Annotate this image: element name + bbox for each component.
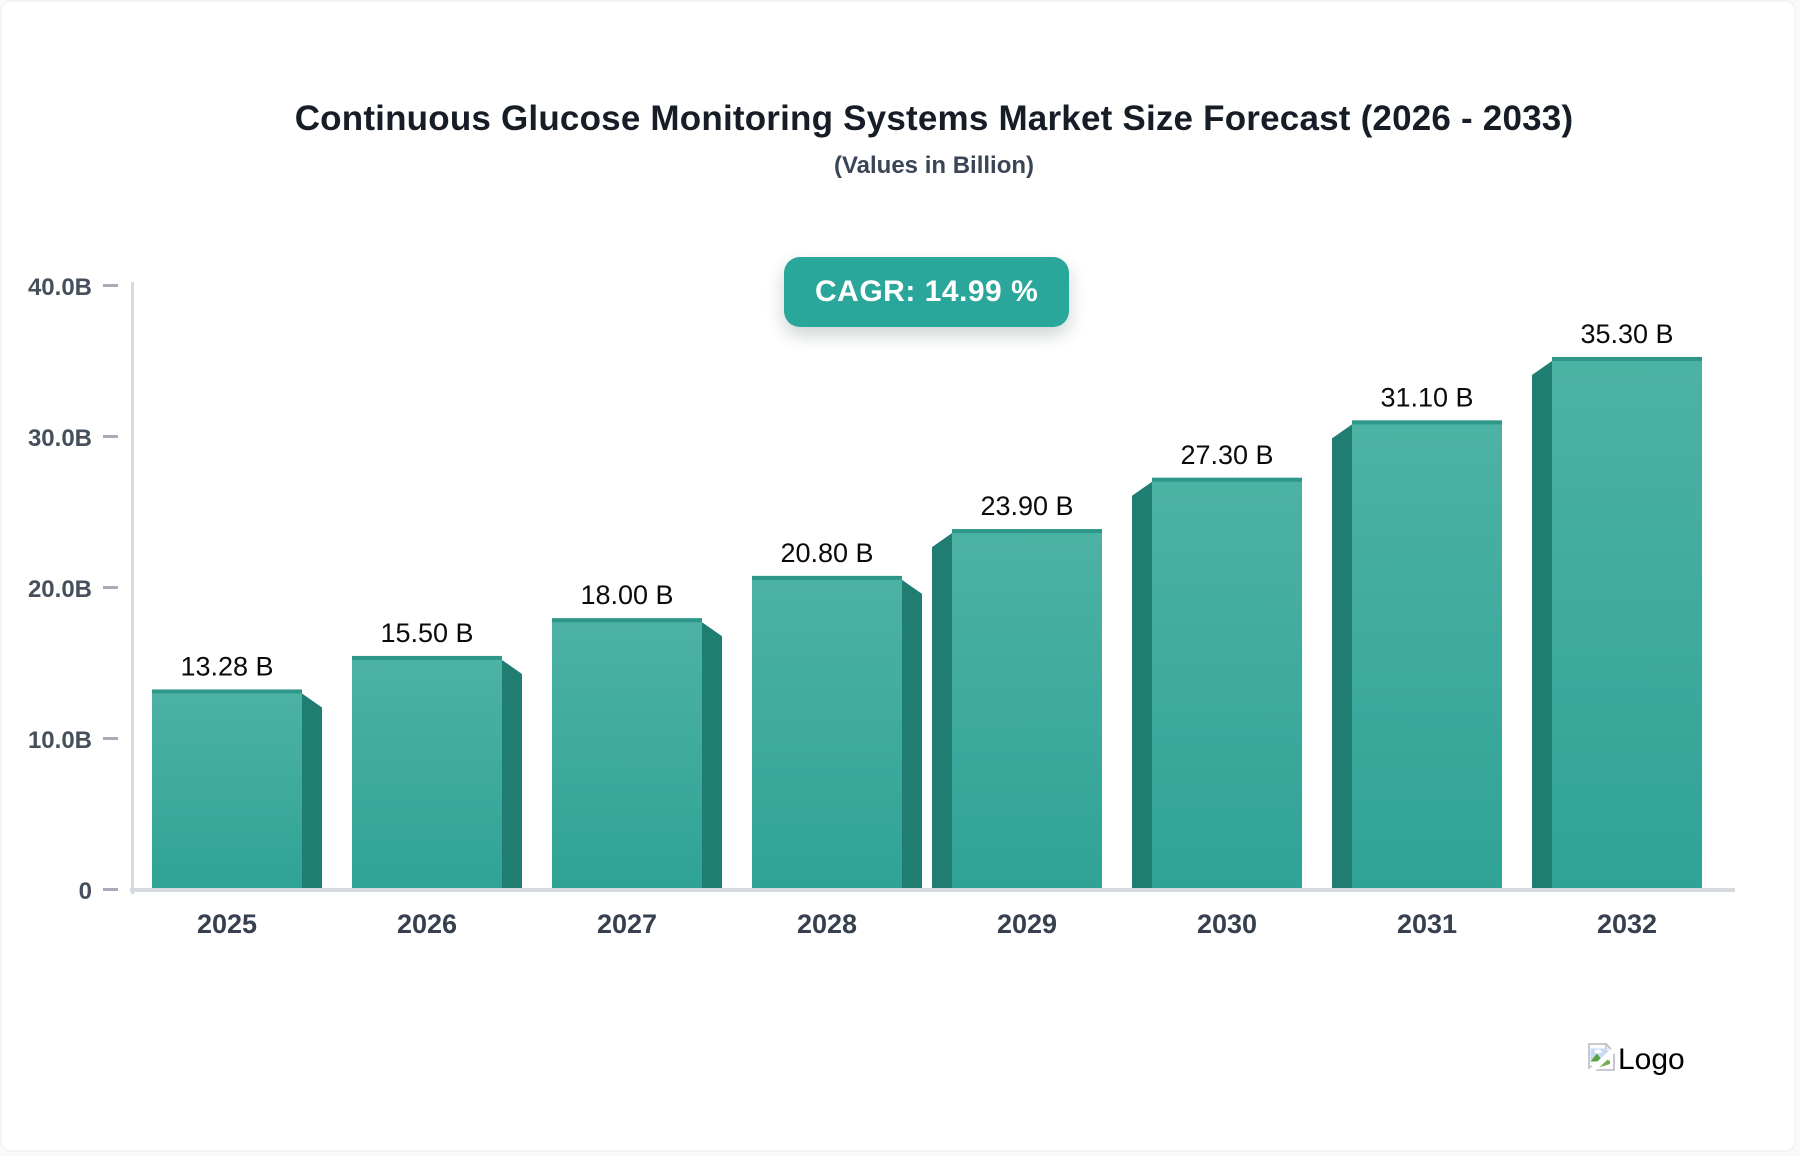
bar-top-edge: [1552, 356, 1702, 361]
x-axis-label: 2032: [1597, 909, 1657, 939]
chart-subtitle: (Values in Billion): [833, 152, 1035, 179]
chart-header: Continuous Glucose Monitoring Systems Ma…: [133, 2, 1735, 181]
x-axis-label: 2026: [397, 909, 457, 939]
bar-side-face: [302, 693, 322, 888]
bar-top-edge: [1352, 420, 1502, 425]
bar-value-label: 27.30 B: [1180, 440, 1273, 470]
bar-top-edge: [752, 575, 902, 580]
x-axis-label: 2031: [1397, 909, 1457, 939]
y-tick: [103, 284, 118, 287]
bar-face: [1352, 420, 1502, 888]
bar-face: [952, 529, 1102, 888]
bar-value-label: 15.50 B: [380, 618, 473, 648]
bar-top-edge: [152, 689, 302, 694]
bar-value-label: 23.90 B: [980, 491, 1073, 521]
bar-2027[interactable]: 18.00 B 2027: [552, 580, 722, 939]
bar-value-label: 20.80 B: [780, 538, 873, 568]
bar-side-face: [1332, 424, 1352, 888]
cagr-badge: CAGR: 14.99 %: [784, 257, 1070, 327]
bar-face: [152, 689, 302, 888]
bar-side-face: [1132, 481, 1152, 888]
x-axis-label: 2025: [197, 909, 257, 939]
bar-value-label: 13.28 B: [180, 651, 273, 681]
bar-2031[interactable]: 31.10 B 2031: [1332, 382, 1502, 939]
bar-face: [752, 575, 902, 888]
y-tick-label: 40.0B: [28, 274, 92, 301]
bar-side-face: [932, 533, 952, 888]
bar-face: [1552, 356, 1702, 889]
y-tick: [103, 888, 118, 891]
bar-side-face: [902, 579, 922, 888]
bar-side-face: [502, 659, 522, 888]
bar-2026[interactable]: 15.50 B 2026: [352, 618, 522, 939]
bar-top-edge: [552, 618, 702, 623]
x-axis-line: [130, 888, 1735, 892]
y-tick-label: 30.0B: [28, 425, 92, 452]
bar-face: [352, 655, 502, 888]
bar-value-label: 31.10 B: [1380, 382, 1473, 412]
bar-side-face: [702, 622, 722, 888]
broken-image-icon: [1587, 1042, 1617, 1072]
bar-2028[interactable]: 20.80 B 2028: [752, 538, 922, 939]
bar-top-edge: [1152, 477, 1302, 482]
bar-2032[interactable]: 35.30 B 2032: [1532, 319, 1702, 939]
y-tick: [103, 586, 118, 589]
bar-face: [1152, 477, 1302, 888]
y-tick: [103, 435, 118, 438]
bar-value-label: 35.30 B: [1580, 319, 1673, 349]
x-axis-label: 2027: [597, 909, 657, 939]
bar-face: [552, 618, 702, 888]
y-tick: [103, 737, 118, 740]
x-axis-label: 2028: [797, 909, 857, 939]
bar-side-face: [1532, 360, 1552, 889]
logo-alt-text: Logo: [1618, 1043, 1685, 1076]
y-tick-label: 0: [79, 878, 92, 905]
bar-top-edge: [352, 655, 502, 660]
bar-2029[interactable]: 23.90 B 2029: [932, 491, 1102, 939]
bar-2025[interactable]: 13.28 B 2025: [152, 651, 322, 939]
bar-value-label: 18.00 B: [580, 580, 673, 610]
bar-top-edge: [952, 529, 1102, 534]
bar-2030[interactable]: 27.30 B 2030: [1132, 440, 1302, 939]
logo[interactable]: Logo: [1586, 1042, 1685, 1076]
chart-title: Continuous Glucose Monitoring Systems Ma…: [294, 99, 1574, 138]
y-tick-label: 20.0B: [28, 576, 92, 603]
y-tick-label: 10.0B: [28, 727, 92, 754]
x-axis-label: 2029: [997, 909, 1057, 939]
y-axis-line: [131, 282, 134, 894]
x-axis-label: 2030: [1197, 909, 1257, 939]
